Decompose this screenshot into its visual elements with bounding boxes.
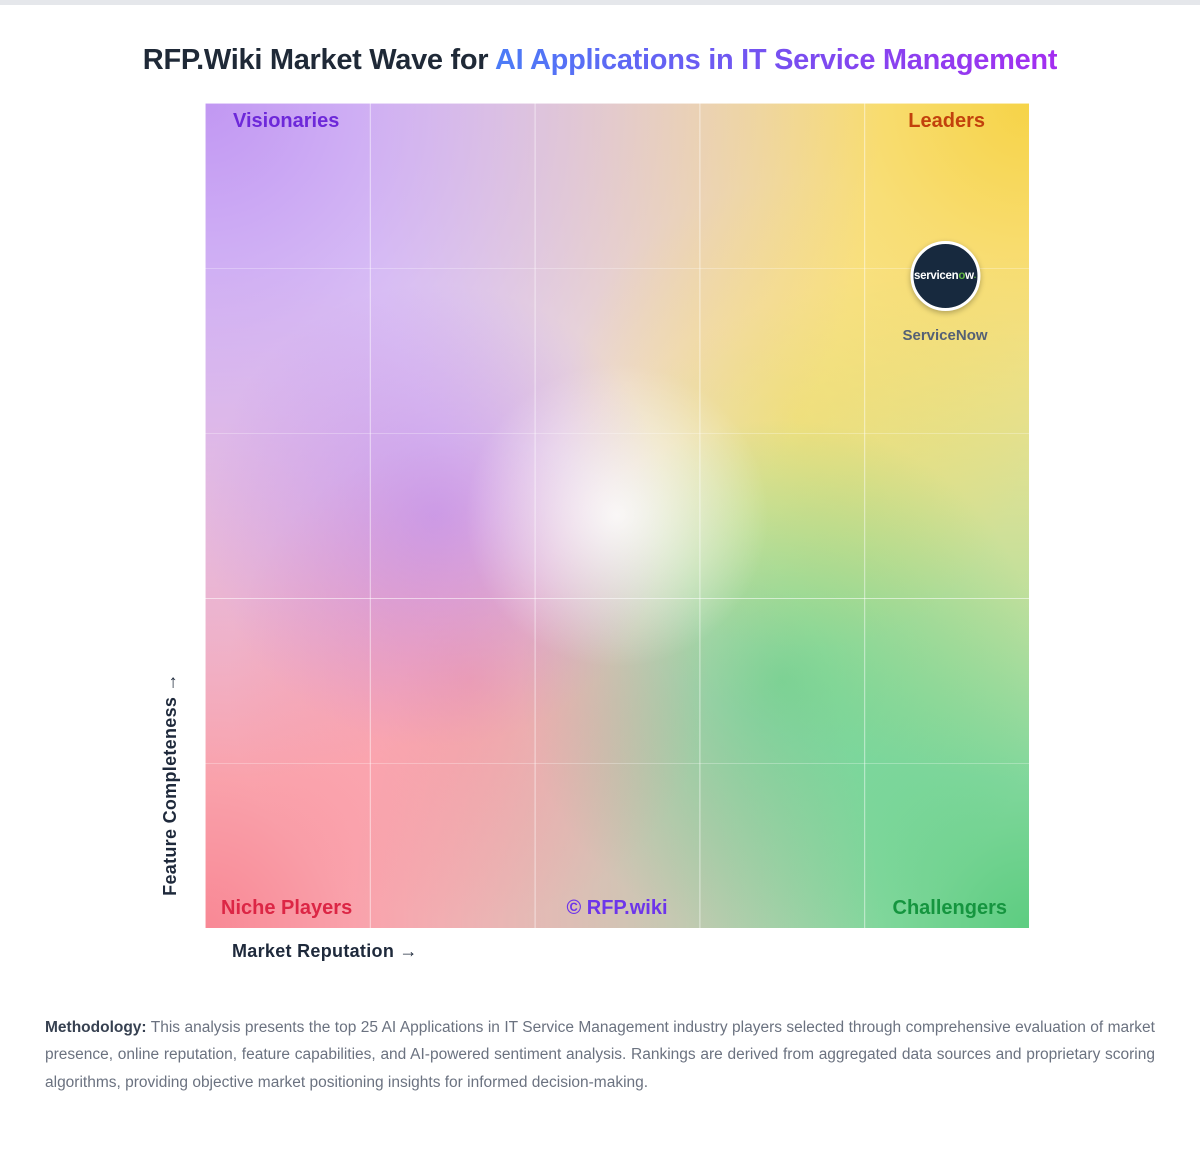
servicenow-wordmark: servicenow.	[914, 270, 976, 282]
methodology-label: Methodology:	[45, 1019, 147, 1036]
title-prefix: RFP.Wiki Market Wave for	[142, 44, 495, 76]
quadrant-chart: Visionaries Leaders Niche Players Challe…	[205, 103, 1029, 928]
top-strip	[0, 0, 1200, 5]
vendor-point-servicenow[interactable]: servicenow. ServiceNow	[902, 241, 988, 344]
quadrant-label-leaders: Leaders	[908, 110, 985, 132]
methodology-body: This analysis presents the top 25 AI App…	[45, 1019, 1155, 1091]
watermark: © RFP.wiki	[566, 897, 668, 919]
quadrant-label-challengers: Challengers	[892, 897, 1007, 919]
x-axis-label: Market Reputation →	[232, 941, 418, 961]
y-axis-label: Feature Completeness →	[159, 672, 180, 896]
vendor-name-label: ServiceNow	[902, 327, 988, 344]
page-title: RFP.Wiki Market Wave for AI Applications…	[0, 44, 1200, 77]
quadrant-label-visionaries: Visionaries	[233, 110, 340, 132]
servicenow-logo-icon: servicenow.	[909, 241, 980, 311]
quadrant-label-niche-players: Niche Players	[221, 897, 353, 919]
title-highlight: AI Applications in IT Service Management	[494, 44, 1058, 76]
grid-lines	[205, 103, 1029, 928]
methodology-text: Methodology: This analysis presents the …	[45, 1014, 1155, 1096]
